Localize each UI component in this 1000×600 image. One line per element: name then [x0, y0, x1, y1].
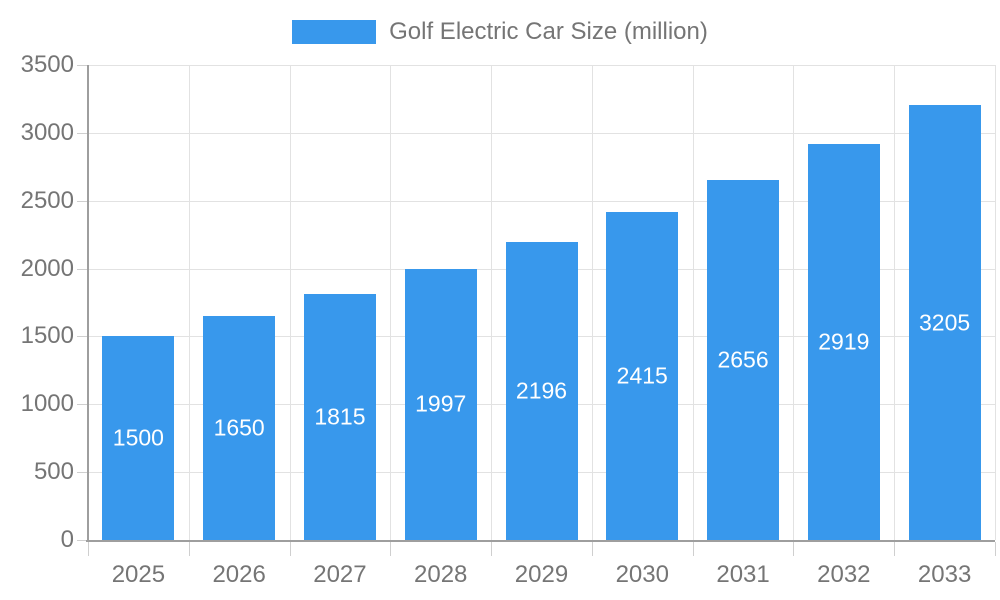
- y-axis-label: 2000: [20, 254, 74, 282]
- plot-area: 0 500 1000 1500 2000 2500 3000 3500 2025 2026 2027…: [21, 53, 996, 588]
- x-gridline: [894, 65, 896, 540]
- y-tick: [77, 132, 87, 134]
- y-tick: [77, 268, 87, 270]
- y-axis-label: 2500: [20, 186, 74, 214]
- y-axis-label: 1500: [20, 322, 74, 350]
- x-axis-label: 2026: [212, 561, 266, 588]
- bar-value-label: 1650: [213, 414, 265, 441]
- x-axis-label: 2030: [615, 561, 669, 588]
- bar[interactable]: 3205: [908, 105, 981, 540]
- x-gridline: [793, 65, 795, 540]
- x-gridline: [289, 65, 291, 540]
- y-tick: [77, 200, 87, 202]
- bar-value-label: 3205: [919, 309, 971, 336]
- y-tick: [77, 404, 87, 406]
- x-gridline: [591, 65, 593, 540]
- y-gridline: [88, 65, 995, 66]
- x-tick: [894, 542, 896, 556]
- x-gridline: [491, 65, 493, 540]
- legend[interactable]: Golf Electric Car Size (million): [0, 14, 1000, 50]
- bar-value-label: 2415: [616, 362, 668, 389]
- legend-label: Golf Electric Car Size (million): [389, 18, 708, 45]
- y-axis-line: [87, 65, 89, 542]
- x-tick: [390, 542, 392, 556]
- x-gridline: [995, 65, 996, 540]
- y-axis-label: 3500: [20, 51, 74, 78]
- bar[interactable]: 1997: [404, 268, 477, 540]
- bar[interactable]: 2919: [807, 143, 880, 540]
- x-tick: [692, 542, 694, 556]
- y-tick: [77, 472, 87, 474]
- bar[interactable]: 1650: [203, 316, 276, 540]
- bar-value-label: 2656: [717, 346, 769, 373]
- y-tick: [77, 65, 87, 66]
- x-tick: [793, 542, 795, 556]
- bar-value-label: 1500: [112, 424, 164, 451]
- x-tick: [88, 542, 89, 556]
- x-axis-label: 2028: [414, 561, 468, 588]
- x-axis-label: 2025: [111, 561, 166, 588]
- x-tick: [289, 542, 291, 556]
- x-gridline: [188, 65, 190, 540]
- bar[interactable]: 2656: [707, 179, 780, 540]
- y-tick: [77, 336, 87, 338]
- x-tick: [995, 542, 996, 556]
- bar-value-label: 2196: [515, 377, 568, 404]
- x-axis-line: [86, 540, 995, 542]
- bar[interactable]: 1500: [102, 336, 175, 540]
- bar-value-label: 2919: [818, 328, 870, 355]
- x-tick: [188, 542, 190, 556]
- y-axis-label: 0: [60, 526, 74, 553]
- y-tick: [77, 540, 87, 541]
- x-axis-label: 2031: [716, 561, 770, 588]
- bar[interactable]: 2415: [606, 212, 679, 540]
- bar[interactable]: 1815: [303, 293, 376, 540]
- x-tick: [491, 542, 493, 556]
- y-axis-label: 1000: [20, 390, 74, 418]
- x-gridline: [390, 65, 392, 540]
- x-gridline: [692, 65, 694, 540]
- bar-value-label: 1997: [415, 390, 467, 417]
- bar-value-label: 1815: [314, 403, 366, 430]
- y-axis-label: 3000: [20, 118, 74, 146]
- x-axis-label: 2032: [817, 561, 871, 588]
- x-axis-label: 2029: [514, 561, 569, 588]
- bar[interactable]: 2196: [505, 241, 578, 540]
- x-axis-label: 2033: [917, 561, 972, 588]
- y-gridline: [88, 132, 995, 134]
- y-axis-label: 500: [33, 458, 74, 486]
- y-gridline: [88, 200, 995, 202]
- legend-swatch: [292, 20, 377, 44]
- x-axis-label: 2027: [313, 561, 367, 588]
- x-tick: [591, 542, 593, 556]
